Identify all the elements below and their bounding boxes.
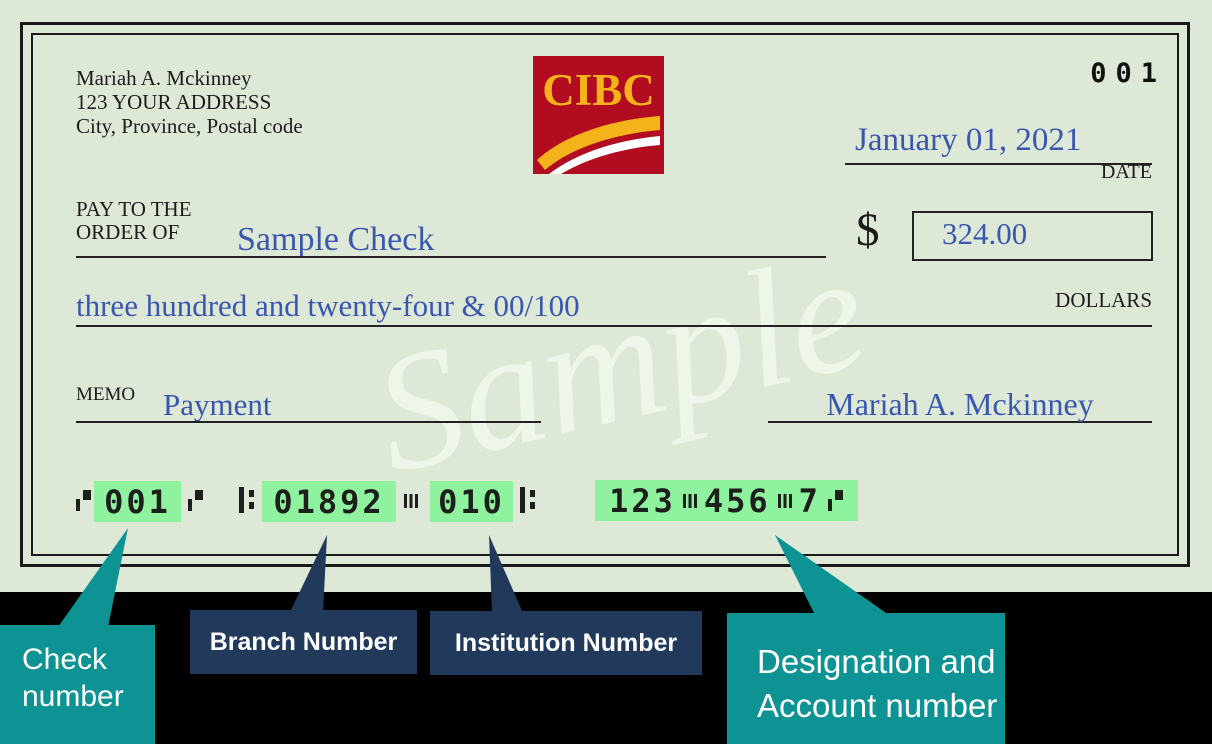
dollar-sign: $ bbox=[856, 204, 880, 256]
cibc-swoosh-icon bbox=[537, 116, 660, 174]
check-number-callout-line1: Check bbox=[22, 643, 108, 676]
designation-account-callout: Designation and Account number bbox=[727, 613, 1005, 744]
payer-address: 123 YOUR ADDRESS bbox=[76, 90, 272, 114]
check-number-callout-line2: number bbox=[22, 680, 124, 713]
branch-number-callout: Branch Number bbox=[190, 610, 417, 674]
date-label: DATE bbox=[1100, 161, 1152, 183]
amount-words-line bbox=[76, 325, 1152, 327]
cheque-outer-border bbox=[20, 22, 1190, 567]
micr-dash-icon bbox=[682, 493, 697, 508]
payer-city: City, Province, Postal code bbox=[76, 114, 303, 138]
branch-number-callout-label: Branch Number bbox=[209, 627, 398, 656]
amount-value: 324.00 bbox=[942, 216, 1028, 251]
micr-transit-icon bbox=[520, 487, 535, 513]
payee-value: Sample Check bbox=[237, 221, 435, 258]
micr-account-part2: 456 bbox=[703, 481, 771, 520]
micr-check-number: 001 bbox=[94, 481, 181, 522]
memo-value: Payment bbox=[163, 387, 272, 422]
pay-to-line2: ORDER OF bbox=[76, 220, 180, 244]
pay-to-label: PAY TO THE ORDER OF bbox=[76, 198, 192, 244]
memo-label: MEMO bbox=[76, 384, 136, 405]
micr-account-part1: 123 bbox=[609, 481, 676, 520]
institution-number-callout-label: Institution Number bbox=[454, 628, 678, 657]
micr-transit-icon bbox=[239, 487, 254, 513]
micr-branch-number: 01892 bbox=[262, 481, 396, 522]
micr-onus-icon bbox=[827, 489, 843, 511]
cheque-number-top: 001 bbox=[1090, 58, 1166, 89]
micr-account-part3: 7 bbox=[798, 481, 821, 520]
designation-callout-line2: Account number bbox=[757, 687, 998, 724]
micr-onus-icon bbox=[188, 490, 203, 511]
pay-to-line1: PAY TO THE bbox=[76, 197, 192, 221]
cheque-inner-border bbox=[31, 33, 1179, 556]
designation-callout-line1: Designation and bbox=[757, 643, 996, 680]
signature-value: Mariah A. Mckinney bbox=[826, 386, 1094, 422]
signature-line bbox=[768, 421, 1152, 423]
payee-line bbox=[76, 256, 826, 258]
cibc-logo: CIBC bbox=[533, 56, 664, 174]
micr-dash-icon bbox=[404, 494, 418, 508]
payer-name: Mariah A. Mckinney bbox=[76, 66, 252, 90]
micr-onus-icon bbox=[76, 490, 91, 511]
micr-institution-number: 010 bbox=[430, 481, 513, 522]
institution-number-callout: Institution Number bbox=[430, 611, 702, 675]
amount-box bbox=[912, 211, 1153, 261]
memo-line bbox=[76, 421, 541, 423]
amount-words: three hundred and twenty-four & 00/100 bbox=[76, 288, 580, 323]
micr-account-number: 123 456 7 bbox=[595, 480, 858, 521]
payer-address-block: Mariah A. Mckinney 123 YOUR ADDRESS City… bbox=[76, 66, 303, 138]
micr-dash-icon bbox=[777, 493, 792, 508]
check-number-callout: Check number bbox=[0, 625, 155, 744]
cibc-logo-wordmark: CIBC bbox=[542, 65, 655, 115]
dollars-label: DOLLARS bbox=[1055, 288, 1152, 312]
date-line bbox=[845, 163, 1152, 165]
date-value: January 01, 2021 bbox=[855, 122, 1082, 158]
